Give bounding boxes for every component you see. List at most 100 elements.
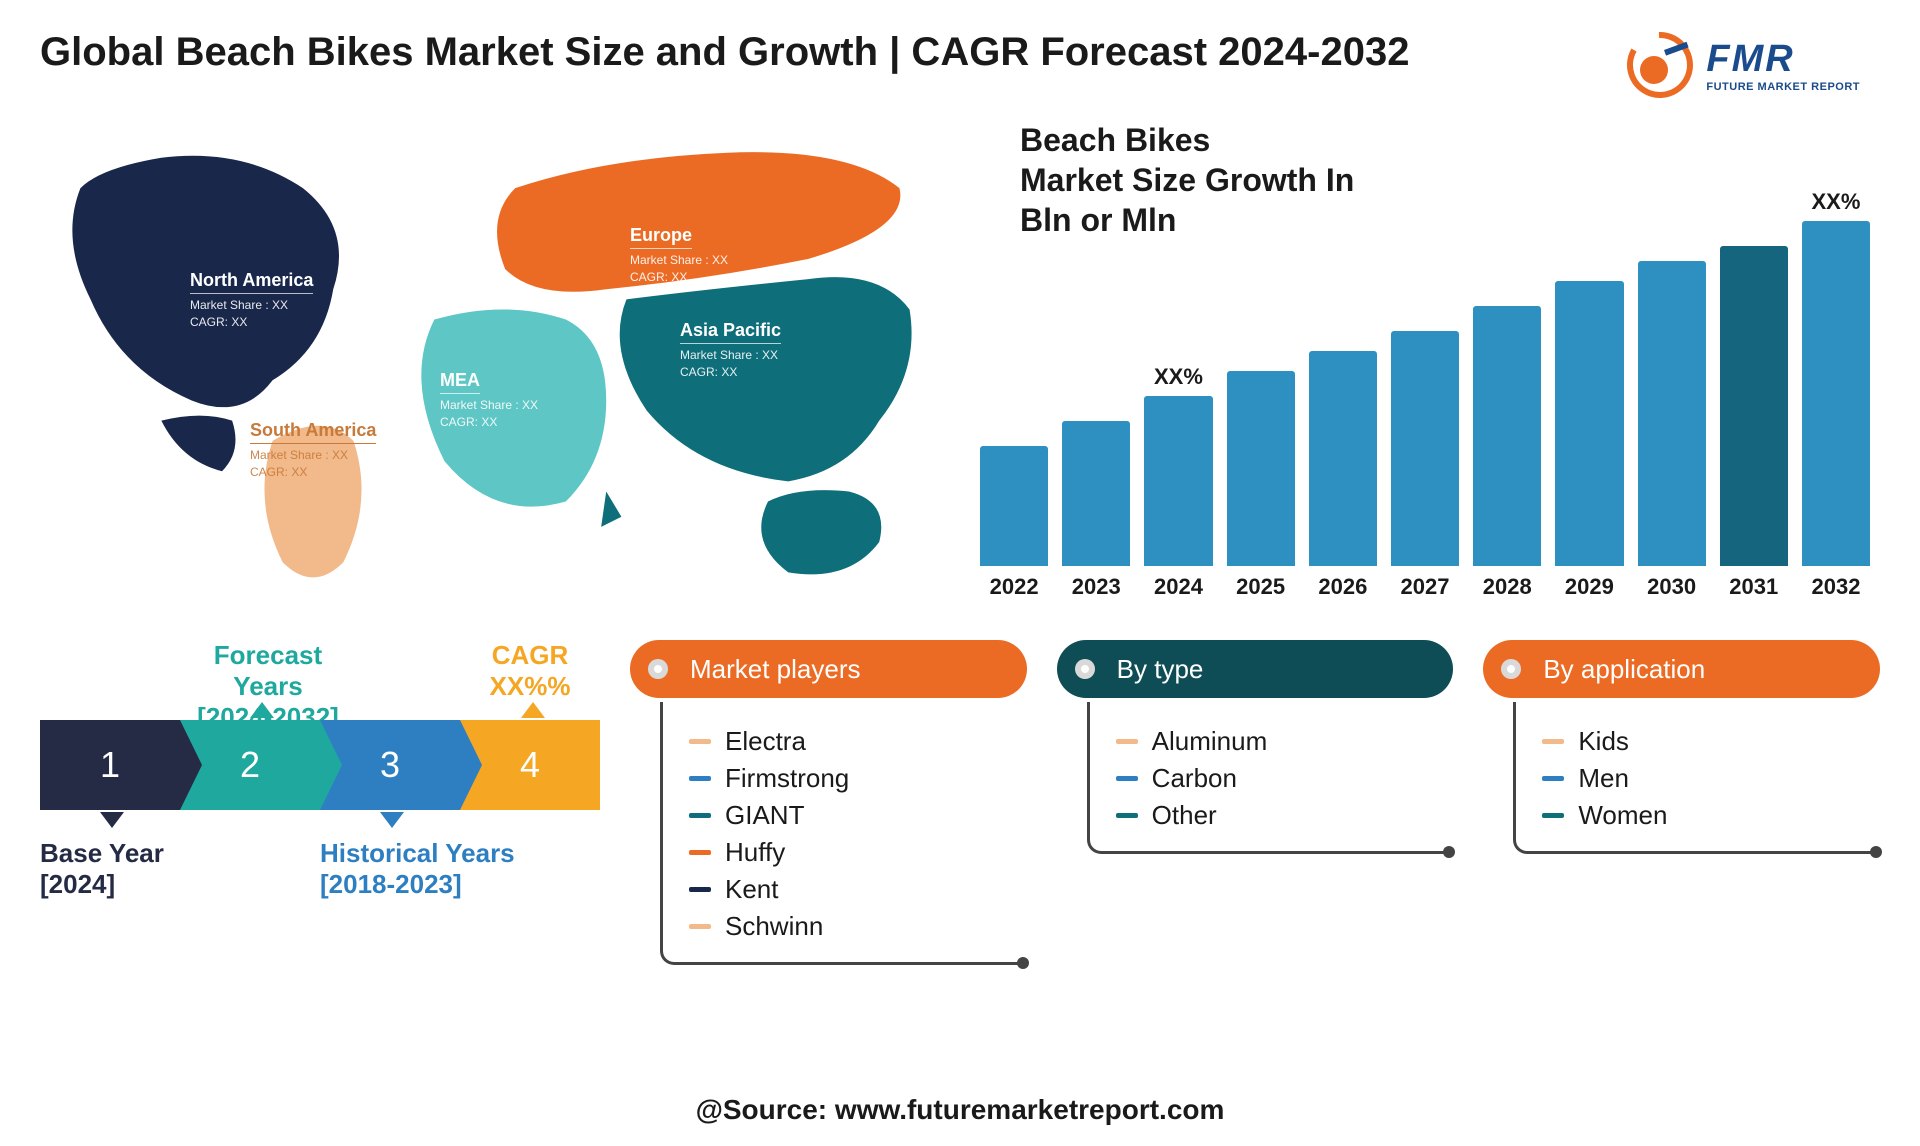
bar-rect — [1391, 331, 1459, 566]
bar-year-label: 2026 — [1318, 574, 1367, 600]
chart-title-line-2: Market Size Growth In — [1020, 162, 1354, 198]
region-label-mea: MEAMarket Share : XXCAGR: XX — [440, 370, 538, 431]
list-item: Kent — [689, 874, 1027, 905]
logo: FMR FUTURE MARKET REPORT — [1624, 30, 1860, 100]
bar-year-label: 2022 — [990, 574, 1039, 600]
list-item-label: Women — [1578, 800, 1667, 831]
bar-top-label: XX% — [1812, 189, 1861, 215]
list-item-label: Kent — [725, 874, 779, 905]
bar-container: 20222023XX%20242025202620272028202920302… — [970, 260, 1880, 600]
bar-year-label: 2032 — [1811, 574, 1860, 600]
bar-rect — [1062, 421, 1130, 566]
timeline-cagr-label: CAGR XX%% — [470, 640, 590, 702]
tick-icon — [689, 850, 711, 855]
bar-year-label: 2023 — [1072, 574, 1121, 600]
bar-rect — [1720, 246, 1788, 566]
logo-abbrev: FMR — [1706, 38, 1860, 81]
list-item: Kids — [1542, 726, 1880, 757]
list-item: Aluminum — [1116, 726, 1454, 757]
bar-2023: 2023 — [1062, 421, 1130, 600]
step-1: 1 — [40, 720, 180, 810]
list-item-label: Kids — [1578, 726, 1629, 757]
bar-rect — [1309, 351, 1377, 566]
header: Global Beach Bikes Market Size and Growt… — [0, 0, 1920, 110]
bar-rect — [1638, 261, 1706, 566]
category-pill: By type — [1057, 640, 1454, 698]
list-item-label: Aluminum — [1152, 726, 1268, 757]
list-item-label: Schwinn — [725, 911, 823, 942]
tick-icon — [1116, 813, 1138, 818]
arrow-up-icon — [250, 702, 274, 718]
bar-2029: 2029 — [1555, 281, 1623, 600]
bar-top-label: XX% — [1154, 364, 1203, 390]
tick-icon — [1542, 739, 1564, 744]
bar-year-label: 2024 — [1154, 574, 1203, 600]
bar-rect — [1473, 306, 1541, 566]
chart-title-line-1: Beach Bikes — [1020, 122, 1210, 158]
bar-year-label: 2028 — [1483, 574, 1532, 600]
growth-chart: Beach Bikes Market Size Growth In Bln or… — [970, 110, 1880, 610]
list-item: Women — [1542, 800, 1880, 831]
tick-icon — [1542, 776, 1564, 781]
fmr-logo-icon — [1624, 30, 1694, 100]
tick-icon — [689, 776, 711, 781]
timeline-base-label: Base Year [2024] — [40, 838, 164, 900]
arrow-up-icon — [521, 702, 545, 718]
tick-icon — [1116, 776, 1138, 781]
source-attribution: @Source: www.futuremarketreport.com — [0, 1094, 1920, 1126]
logo-text: FMR FUTURE MARKET REPORT — [1706, 38, 1860, 93]
category-list: Aluminum Carbon Other — [1087, 702, 1454, 854]
bar-2028: 2028 — [1473, 306, 1541, 600]
category-list: Kids Men Women — [1513, 702, 1880, 854]
list-item-label: Huffy — [725, 837, 785, 868]
chart-title: Beach Bikes Market Size Growth In Bln or… — [1020, 120, 1880, 240]
bar-2026: 2026 — [1309, 351, 1377, 600]
list-item-label: Firmstrong — [725, 763, 849, 794]
bar-rect — [980, 446, 1048, 566]
list-item: Men — [1542, 763, 1880, 794]
region-label-ap: Asia PacificMarket Share : XXCAGR: XX — [680, 320, 781, 381]
list-item: Schwinn — [689, 911, 1027, 942]
world-map: North AmericaMarket Share : XXCAGR: XX So… — [40, 110, 950, 610]
arrow-down-icon — [380, 812, 404, 828]
by-type-column: By type Aluminum Carbon Other — [1057, 640, 1454, 854]
bar-year-label: 2030 — [1647, 574, 1696, 600]
tick-icon — [689, 924, 711, 929]
bar-rect — [1555, 281, 1623, 566]
list-item: Carbon — [1116, 763, 1454, 794]
region-label-na: North AmericaMarket Share : XXCAGR: XX — [190, 270, 313, 331]
list-item: Other — [1116, 800, 1454, 831]
category-pill: By application — [1483, 640, 1880, 698]
list-item-label: Men — [1578, 763, 1629, 794]
market-players-column: Market playersElectraFirmstrongGIANTHuff… — [630, 640, 1027, 965]
bar-rect — [1802, 221, 1870, 566]
category-list: Electra Firmstrong GIANT Huffy Kent Schwinn — [660, 702, 1027, 965]
tick-icon — [1542, 813, 1564, 818]
bar-2032: XX% 2032 — [1802, 189, 1870, 600]
bar-2030: 2030 — [1638, 261, 1706, 600]
list-item-label: Other — [1152, 800, 1217, 831]
tick-icon — [689, 813, 711, 818]
bar-rect — [1144, 396, 1212, 566]
region-label-eu: EuropeMarket Share : XXCAGR: XX — [630, 225, 728, 286]
main-row: North AmericaMarket Share : XXCAGR: XX So… — [0, 110, 1920, 610]
region-label-sa: South AmericaMarket Share : XXCAGR: XX — [250, 420, 376, 481]
bar-year-label: 2027 — [1401, 574, 1450, 600]
tick-icon — [1116, 739, 1138, 744]
timeline: Forecast Years [2024-2032] CAGR XX%% 1 2… — [40, 640, 600, 810]
chart-title-line-3: Bln or Mln — [1020, 202, 1176, 238]
bar-2027: 2027 — [1391, 331, 1459, 600]
list-item-label: Carbon — [1152, 763, 1237, 794]
by-application-column: By application Kids Men Women — [1483, 640, 1880, 854]
timeline-historical-label: Historical Years [2018-2023] — [320, 838, 515, 900]
timeline-steps: 1 2 3 4 — [40, 720, 600, 810]
logo-subtitle: FUTURE MARKET REPORT — [1706, 81, 1860, 93]
map-svg — [40, 110, 950, 610]
bar-year-label: 2029 — [1565, 574, 1614, 600]
list-item: Firmstrong — [689, 763, 1027, 794]
bar-year-label: 2031 — [1729, 574, 1778, 600]
list-item: GIANT — [689, 800, 1027, 831]
list-item: Electra — [689, 726, 1027, 757]
bar-2024: XX% 2024 — [1144, 364, 1212, 600]
bottom-row: Forecast Years [2024-2032] CAGR XX%% 1 2… — [0, 610, 1920, 965]
